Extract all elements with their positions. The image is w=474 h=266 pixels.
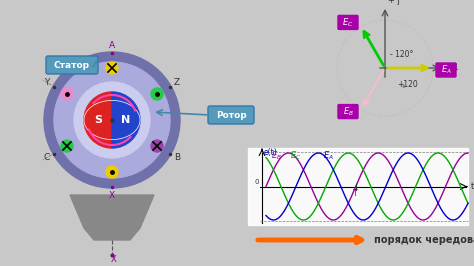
- Polygon shape: [70, 195, 154, 240]
- FancyBboxPatch shape: [208, 106, 254, 124]
- FancyBboxPatch shape: [436, 63, 456, 77]
- Text: - 120°: - 120°: [390, 50, 413, 59]
- Text: X: X: [109, 190, 115, 200]
- Text: $E_A$: $E_A$: [440, 64, 451, 76]
- FancyBboxPatch shape: [46, 56, 98, 74]
- Text: порядок чередования: порядок чередования: [374, 235, 474, 245]
- Text: Статор: Статор: [54, 60, 90, 69]
- Text: S: S: [94, 115, 102, 125]
- Text: $E_B$: $E_B$: [343, 105, 354, 118]
- Circle shape: [151, 140, 163, 152]
- Text: $E_C$: $E_C$: [342, 16, 354, 29]
- Text: Ротор: Ротор: [216, 110, 246, 119]
- Text: t: t: [471, 182, 474, 191]
- Circle shape: [61, 88, 73, 100]
- Text: N: N: [121, 115, 131, 125]
- Bar: [248, 148, 468, 225]
- Text: e(t): e(t): [264, 148, 278, 157]
- Circle shape: [61, 140, 73, 152]
- Text: $E_B$: $E_B$: [271, 149, 282, 161]
- Circle shape: [106, 62, 118, 74]
- Circle shape: [151, 88, 163, 100]
- Text: X: X: [111, 256, 117, 264]
- Text: +120: +120: [397, 80, 418, 89]
- FancyBboxPatch shape: [338, 105, 358, 119]
- Text: T: T: [354, 189, 358, 197]
- Text: Z: Z: [174, 78, 180, 87]
- Circle shape: [74, 82, 150, 158]
- Text: °: °: [401, 86, 404, 92]
- Text: B: B: [174, 153, 180, 162]
- Circle shape: [44, 52, 180, 188]
- Wedge shape: [112, 92, 140, 148]
- Text: $E_C$: $E_C$: [290, 149, 301, 161]
- Text: Y: Y: [45, 78, 50, 87]
- Text: A: A: [109, 40, 115, 49]
- Text: 0: 0: [255, 178, 259, 185]
- Text: + j: + j: [388, 0, 400, 5]
- Circle shape: [54, 62, 170, 178]
- Wedge shape: [84, 92, 112, 148]
- Circle shape: [106, 166, 118, 178]
- FancyBboxPatch shape: [338, 15, 358, 30]
- Text: + 1: + 1: [444, 64, 459, 73]
- Text: $E_A$: $E_A$: [322, 149, 333, 161]
- Text: C: C: [44, 153, 50, 162]
